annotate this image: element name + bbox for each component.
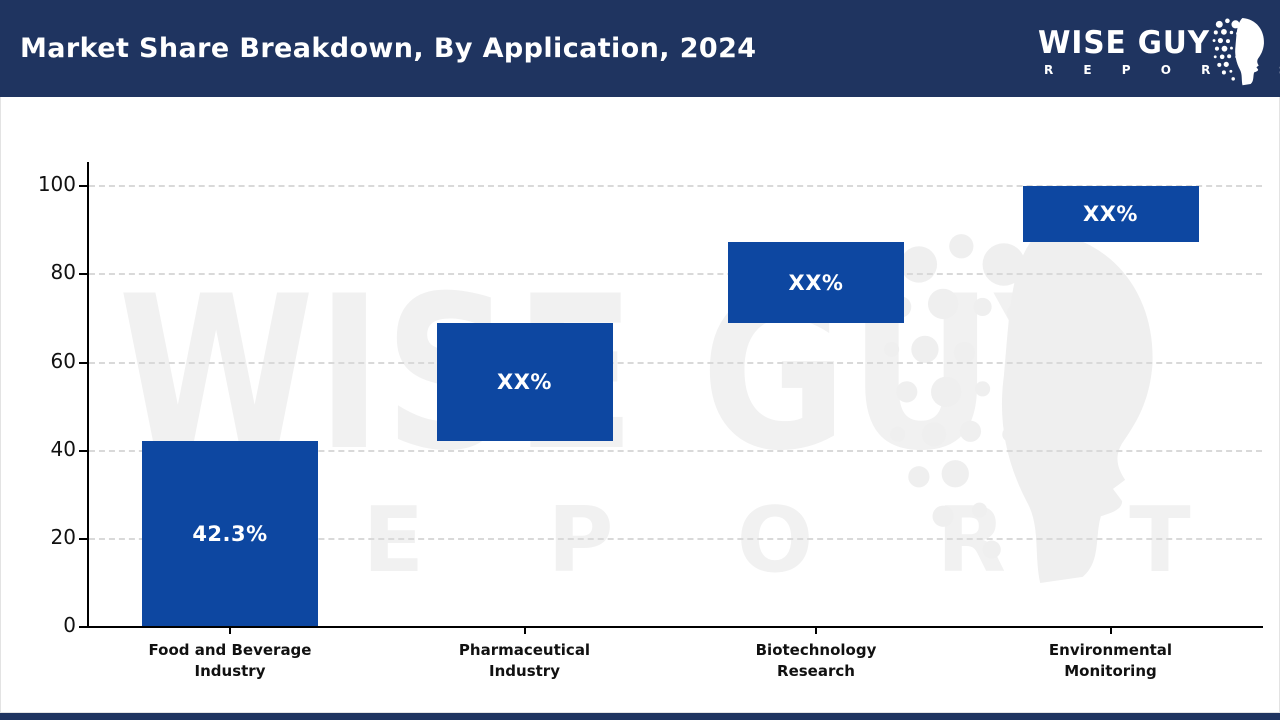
chart-bar: XX% (728, 242, 904, 323)
header-banner: Market Share Breakdown, By Application, … (0, 0, 1280, 97)
x-category-label: Environmental Monitoring (981, 640, 1241, 682)
gridline (89, 361, 1262, 364)
chart-bar: XX% (436, 322, 613, 441)
y-tick-mark (79, 449, 87, 452)
x-category-label-line: Pharmaceutical (458, 641, 591, 659)
x-category-label-line: Biotechnology (755, 641, 877, 659)
y-tick-mark (79, 361, 87, 364)
y-tick-label: 80 (50, 260, 76, 285)
gridline (89, 449, 1262, 452)
chart-bar: 42.3% (142, 440, 318, 627)
x-category-label: Food and Beverage Industry (100, 640, 360, 682)
y-tick-label: 20 (50, 524, 76, 549)
logo-face-icon (1212, 17, 1264, 86)
wise-guy-reports-logo: WISE GUY R E P O R T S (1006, 5, 1280, 93)
y-axis-line (87, 162, 89, 628)
x-category-label-line: Industry (489, 662, 560, 680)
y-tick-mark (79, 185, 87, 188)
x-tick-mark (815, 628, 817, 634)
gridline (89, 185, 1262, 188)
y-tick-label: 40 (50, 436, 76, 461)
y-tick-label: 0 (63, 613, 76, 637)
bar-value-label: 42.3% (192, 521, 268, 546)
x-category-label-line: Industry (194, 662, 266, 680)
x-category-label-line: Food and Beverage (148, 641, 312, 659)
y-tick-mark (79, 537, 87, 540)
x-tick-mark (229, 628, 231, 634)
logo-wordmark: WISE GUY (1038, 25, 1211, 61)
x-category-label-line: Monitoring (1064, 662, 1157, 680)
gridline (89, 273, 1262, 276)
x-category-label-line: Environmental (1048, 641, 1173, 659)
x-axis-line (87, 626, 1263, 628)
bar-value-label: XX% (788, 270, 844, 295)
x-category-label: Pharmaceutical Industry (395, 640, 655, 682)
x-tick-mark (1109, 628, 1112, 634)
chart-bar: XX% (1022, 186, 1199, 243)
logo-subtitle: R E P O R T S (1044, 63, 1280, 77)
footer-bar (0, 713, 1280, 720)
y-tick-label: 60 (50, 348, 76, 373)
x-category-label-line: Research (777, 662, 855, 680)
x-category-label: Biotechnology Research (686, 640, 946, 682)
y-tick-mark (79, 626, 87, 628)
bar-value-label: XX% (497, 369, 552, 394)
x-tick-mark (523, 628, 526, 634)
y-tick-label: 100 (37, 172, 76, 197)
chart-title: Market Share Breakdown, By Application, … (20, 33, 757, 64)
bar-value-label: XX% (1083, 202, 1138, 227)
y-tick-mark (79, 273, 87, 276)
gridline (89, 537, 1262, 540)
watermark-face-logo-icon (883, 231, 1153, 583)
